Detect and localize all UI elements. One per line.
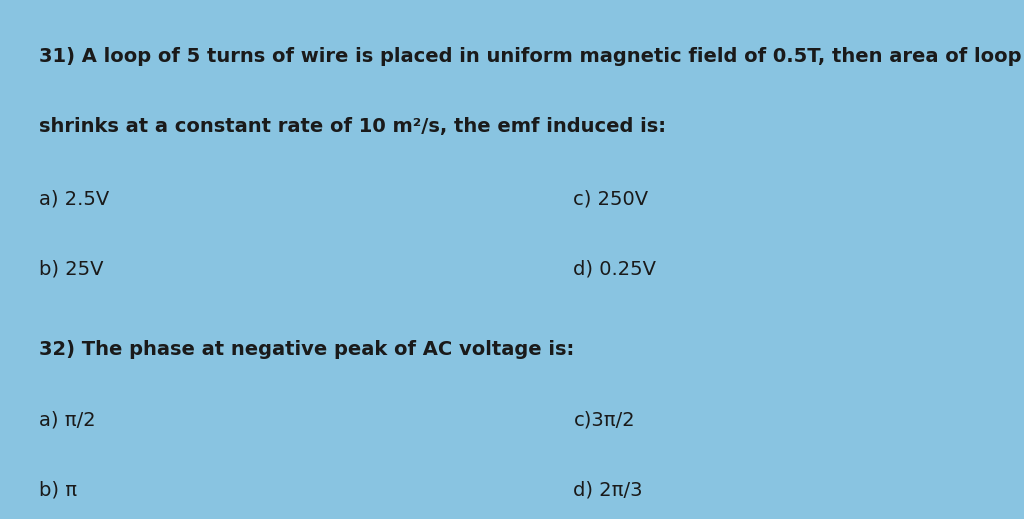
- Text: 31) A loop of 5 turns of wire is placed in uniform magnetic field of 0.5T, then : 31) A loop of 5 turns of wire is placed …: [39, 47, 1021, 66]
- Text: c)3π/2: c)3π/2: [573, 410, 635, 429]
- Text: a) π/2: a) π/2: [39, 410, 95, 429]
- Text: d) 2π/3: d) 2π/3: [573, 480, 643, 499]
- Text: b) 25V: b) 25V: [39, 260, 103, 279]
- Text: a) 2.5V: a) 2.5V: [39, 189, 110, 209]
- Text: c) 250V: c) 250V: [573, 189, 648, 209]
- Text: d) 0.25V: d) 0.25V: [573, 260, 656, 279]
- Text: b) π: b) π: [39, 480, 77, 499]
- Text: shrinks at a constant rate of 10 m²/s, the emf induced is:: shrinks at a constant rate of 10 m²/s, t…: [39, 117, 666, 136]
- Text: 32) The phase at negative peak of AC voltage is:: 32) The phase at negative peak of AC vol…: [39, 340, 574, 359]
